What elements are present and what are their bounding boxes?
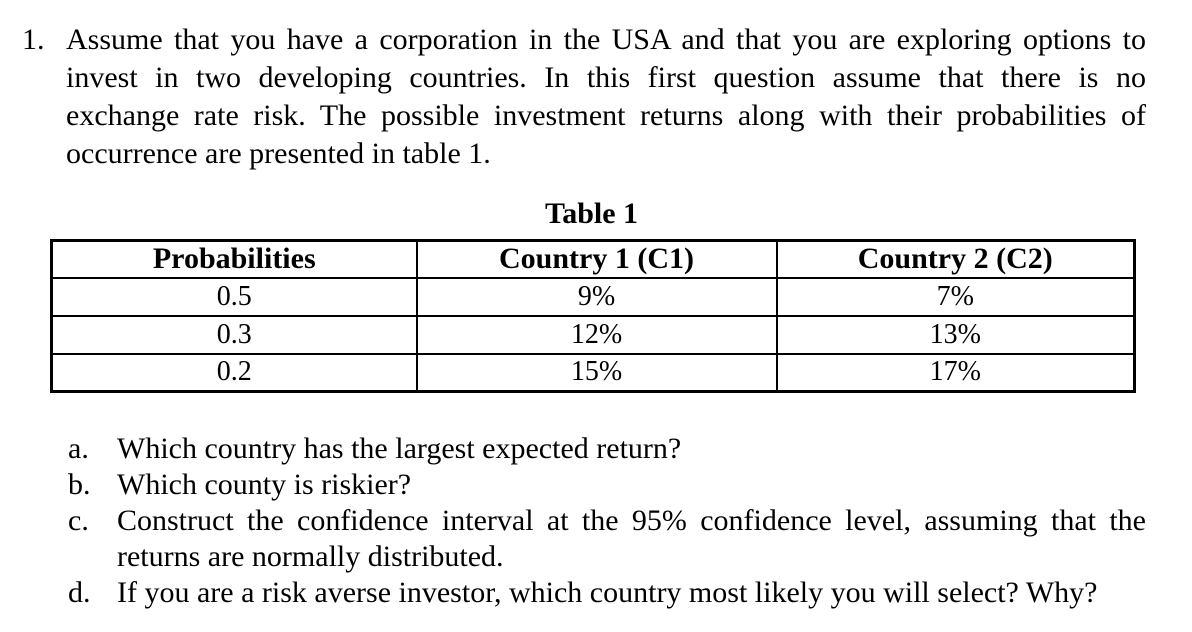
cell-c1-return: 9% xyxy=(415,276,778,317)
question-line-3: exchange rate risk. The possible investm… xyxy=(66,99,1146,132)
cell-c1-return: 15% xyxy=(415,352,778,393)
cell-probability: 0.2 xyxy=(50,352,418,393)
header-country-1: Country 1 (C1) xyxy=(415,239,778,279)
cell-c2-return: 17% xyxy=(775,352,1136,393)
subquestion-letter: d. xyxy=(68,576,91,609)
subquestions-list: a. Which country has the largest expecte… xyxy=(0,431,1192,611)
cell-probability: 0.5 xyxy=(50,276,418,317)
question-line-2: invest in two developing countries. In t… xyxy=(66,61,1146,94)
cell-c2-return: 13% xyxy=(775,314,1136,355)
question-line-1: Assume that you have a corporation in th… xyxy=(66,23,1146,56)
subquestion-c: c. Construct the confidence interval at … xyxy=(0,503,1192,575)
cell-probability: 0.3 xyxy=(50,314,418,355)
question-number: 1. xyxy=(22,23,45,56)
subquestion-line: returns are normally distributed. xyxy=(117,540,504,573)
question-line-4: occurrence are presented in table 1. xyxy=(66,137,491,170)
table-title: Table 1 xyxy=(544,197,639,230)
subquestion-line: If you are a risk averse investor, which… xyxy=(117,576,1098,609)
subquestion-text: If you are a risk averse investor, which… xyxy=(117,575,1146,611)
subquestion-letter: a. xyxy=(68,432,89,465)
header-probabilities: Probabilities xyxy=(50,239,418,279)
table-row: 0.5 9% 7% xyxy=(50,276,1136,317)
subquestion-text: Construct the confidence interval at the… xyxy=(117,503,1146,575)
table-row: 0.2 15% 17% xyxy=(50,352,1136,393)
subquestion-b: b. Which county is riskier? xyxy=(0,467,1192,503)
cell-c2-return: 7% xyxy=(775,276,1136,317)
question-text: Assume that you have a corporation in th… xyxy=(66,21,1146,173)
subquestion-d: d. If you are a risk averse investor, wh… xyxy=(0,575,1192,611)
table-header-row: Probabilities Country 1 (C1) Country 2 (… xyxy=(50,239,1136,279)
cell-c1-return: 12% xyxy=(415,314,778,355)
header-country-2: Country 2 (C2) xyxy=(775,239,1136,279)
question-block: 1. Assume that you have a corporation in… xyxy=(0,0,1192,173)
table-row: 0.3 12% 13% xyxy=(50,314,1136,355)
subquestion-line: Which county is riskier? xyxy=(117,468,412,501)
returns-table: Probabilities Country 1 (C1) Country 2 (… xyxy=(50,239,1136,393)
subquestion-a: a. Which country has the largest expecte… xyxy=(0,431,1192,467)
subquestion-letter: c. xyxy=(68,504,89,537)
subquestion-line: Construct the confidence interval at the… xyxy=(117,504,1146,537)
subquestion-text: Which county is riskier? xyxy=(117,467,1146,503)
subquestion-letter: b. xyxy=(68,468,91,501)
subquestion-text: Which country has the largest expected r… xyxy=(117,431,1146,467)
subquestion-line: Which country has the largest expected r… xyxy=(117,432,682,465)
